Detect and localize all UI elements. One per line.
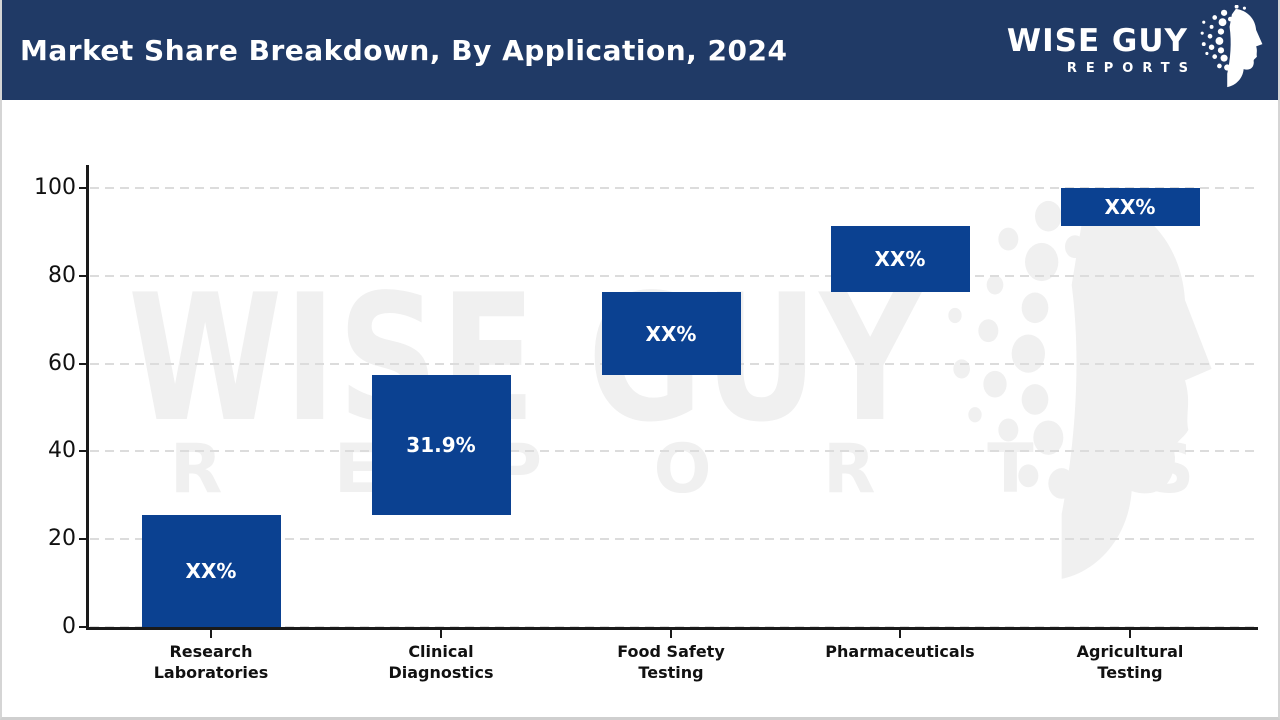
x-category-line: Agricultural bbox=[1076, 642, 1184, 661]
y-gridline bbox=[90, 187, 1258, 189]
y-tick-label: 80 bbox=[48, 262, 76, 288]
logo-wordmark: WISE GUY REPORTS bbox=[1007, 24, 1188, 76]
y-tick-label: 0 bbox=[62, 614, 76, 639]
x-axis-tick bbox=[210, 630, 212, 638]
bar-segment: XX% bbox=[1060, 188, 1200, 226]
x-category-line: Testing bbox=[638, 663, 704, 682]
y-tick-label: 60 bbox=[48, 350, 76, 376]
bar-segment: 31.9% bbox=[371, 375, 511, 516]
bar-segment: XX% bbox=[601, 292, 741, 375]
y-axis-tick bbox=[79, 538, 88, 541]
y-axis-tick bbox=[79, 450, 88, 453]
y-tick-label: 20 bbox=[48, 526, 76, 552]
y-axis-tick bbox=[79, 626, 88, 628]
chart-title: Market Share Breakdown, By Application, … bbox=[20, 33, 788, 67]
y-axis-tick bbox=[79, 274, 88, 277]
x-category-label: Agricultural Testing bbox=[1020, 641, 1240, 683]
x-category-label: Pharmaceuticals bbox=[790, 641, 1010, 662]
x-category-line: Food Safety bbox=[617, 642, 725, 661]
bar-value-label: XX% bbox=[874, 246, 926, 271]
y-gridline bbox=[90, 538, 1258, 541]
wiseguy-face-icon bbox=[1190, 4, 1266, 95]
x-axis-tick bbox=[670, 630, 672, 638]
x-category-line: Laboratories bbox=[153, 663, 269, 682]
watermark-wordmark: WISE GUY bbox=[128, 258, 923, 461]
x-axis-tick bbox=[899, 630, 901, 638]
y-gridline bbox=[90, 450, 1258, 453]
x-axis-tick bbox=[440, 630, 442, 638]
bar-value-label: XX% bbox=[1104, 194, 1156, 219]
bar-value-label: 31.9% bbox=[406, 433, 476, 458]
logo-text-reports: REPORTS bbox=[1066, 61, 1197, 76]
x-category-label: Clinical Diagnostics bbox=[331, 641, 551, 683]
y-axis-tick bbox=[79, 187, 88, 189]
bar-value-label: XX% bbox=[645, 321, 697, 346]
x-category-line: Pharmaceuticals bbox=[825, 642, 975, 661]
y-axis-tick bbox=[79, 362, 88, 365]
x-category-line: Clinical bbox=[408, 642, 474, 661]
x-category-label: Food Safety Testing bbox=[561, 641, 781, 683]
wiseguy-logo: WISE GUY REPORTS bbox=[1007, 4, 1266, 95]
bar-segment: XX% bbox=[830, 225, 970, 293]
bar-value-label: XX% bbox=[185, 559, 237, 584]
y-gridline bbox=[90, 274, 1258, 277]
x-category-label: Research Laboratories bbox=[101, 641, 321, 683]
x-axis-tick bbox=[1129, 630, 1131, 638]
logo-text-wiseguy: WISE GUY bbox=[1006, 23, 1188, 59]
y-tick-label: 40 bbox=[48, 438, 76, 464]
x-axis-line bbox=[86, 627, 1258, 630]
y-tick-label: 100 bbox=[34, 175, 76, 200]
x-category-line: Testing bbox=[1097, 663, 1163, 682]
y-axis-line bbox=[86, 165, 89, 630]
header-bar: Market Share Breakdown, By Application, … bbox=[0, 0, 1280, 100]
x-category-line: Diagnostics bbox=[388, 663, 494, 682]
bar-segment: XX% bbox=[141, 515, 281, 627]
x-category-line: Research bbox=[169, 642, 253, 661]
watermark-reports: R E P O R T S bbox=[170, 430, 1239, 509]
